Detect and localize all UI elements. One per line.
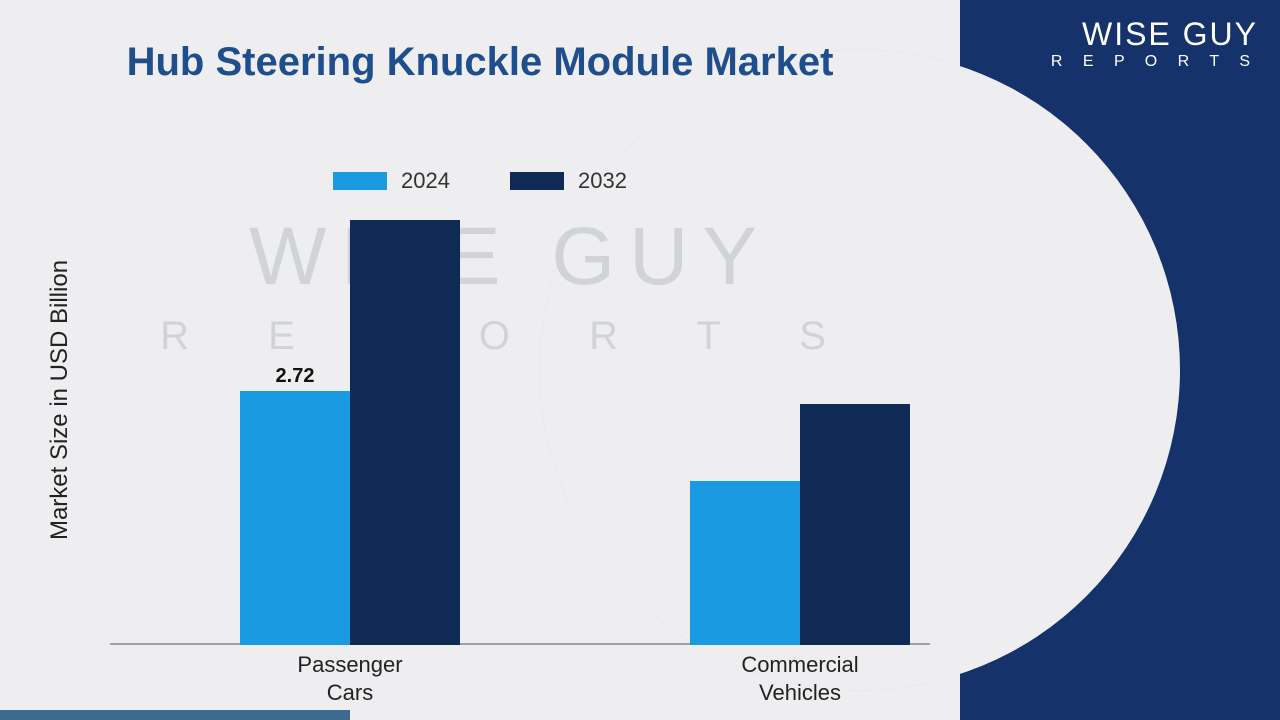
legend-item: 2024: [333, 168, 450, 194]
brand-line2: R E P O R T S: [1051, 54, 1258, 70]
bar-value-label: 2.72: [276, 365, 315, 388]
bar: [690, 481, 800, 645]
x-axis-label: PassengerCars: [220, 651, 480, 706]
decor-bottom-strip: [0, 710, 350, 720]
legend-label: 2024: [401, 168, 450, 194]
brand-logo: WISE GUY R E P O R T S: [1051, 18, 1258, 70]
brand-line1: WISE GUY: [1051, 18, 1258, 50]
legend-swatch: [333, 172, 387, 190]
plot-area: 2.72: [110, 215, 930, 645]
y-axis-label: Market Size in USD Billion: [46, 260, 74, 540]
chart-canvas: WISE GUY R E P O R T S Hub Steering Knuc…: [0, 0, 1280, 720]
legend: 2024 2032: [0, 168, 960, 194]
legend-swatch: [510, 172, 564, 190]
legend-label: 2032: [578, 168, 627, 194]
x-axis-label: CommercialVehicles: [670, 651, 930, 706]
bar-group: 2.72: [220, 220, 480, 645]
bar-group: [670, 404, 930, 645]
bar: [800, 404, 910, 645]
bar: 2.72: [240, 391, 350, 645]
legend-item: 2032: [510, 168, 627, 194]
chart-title: Hub Steering Knuckle Module Market: [0, 40, 960, 85]
bar: [350, 220, 460, 645]
